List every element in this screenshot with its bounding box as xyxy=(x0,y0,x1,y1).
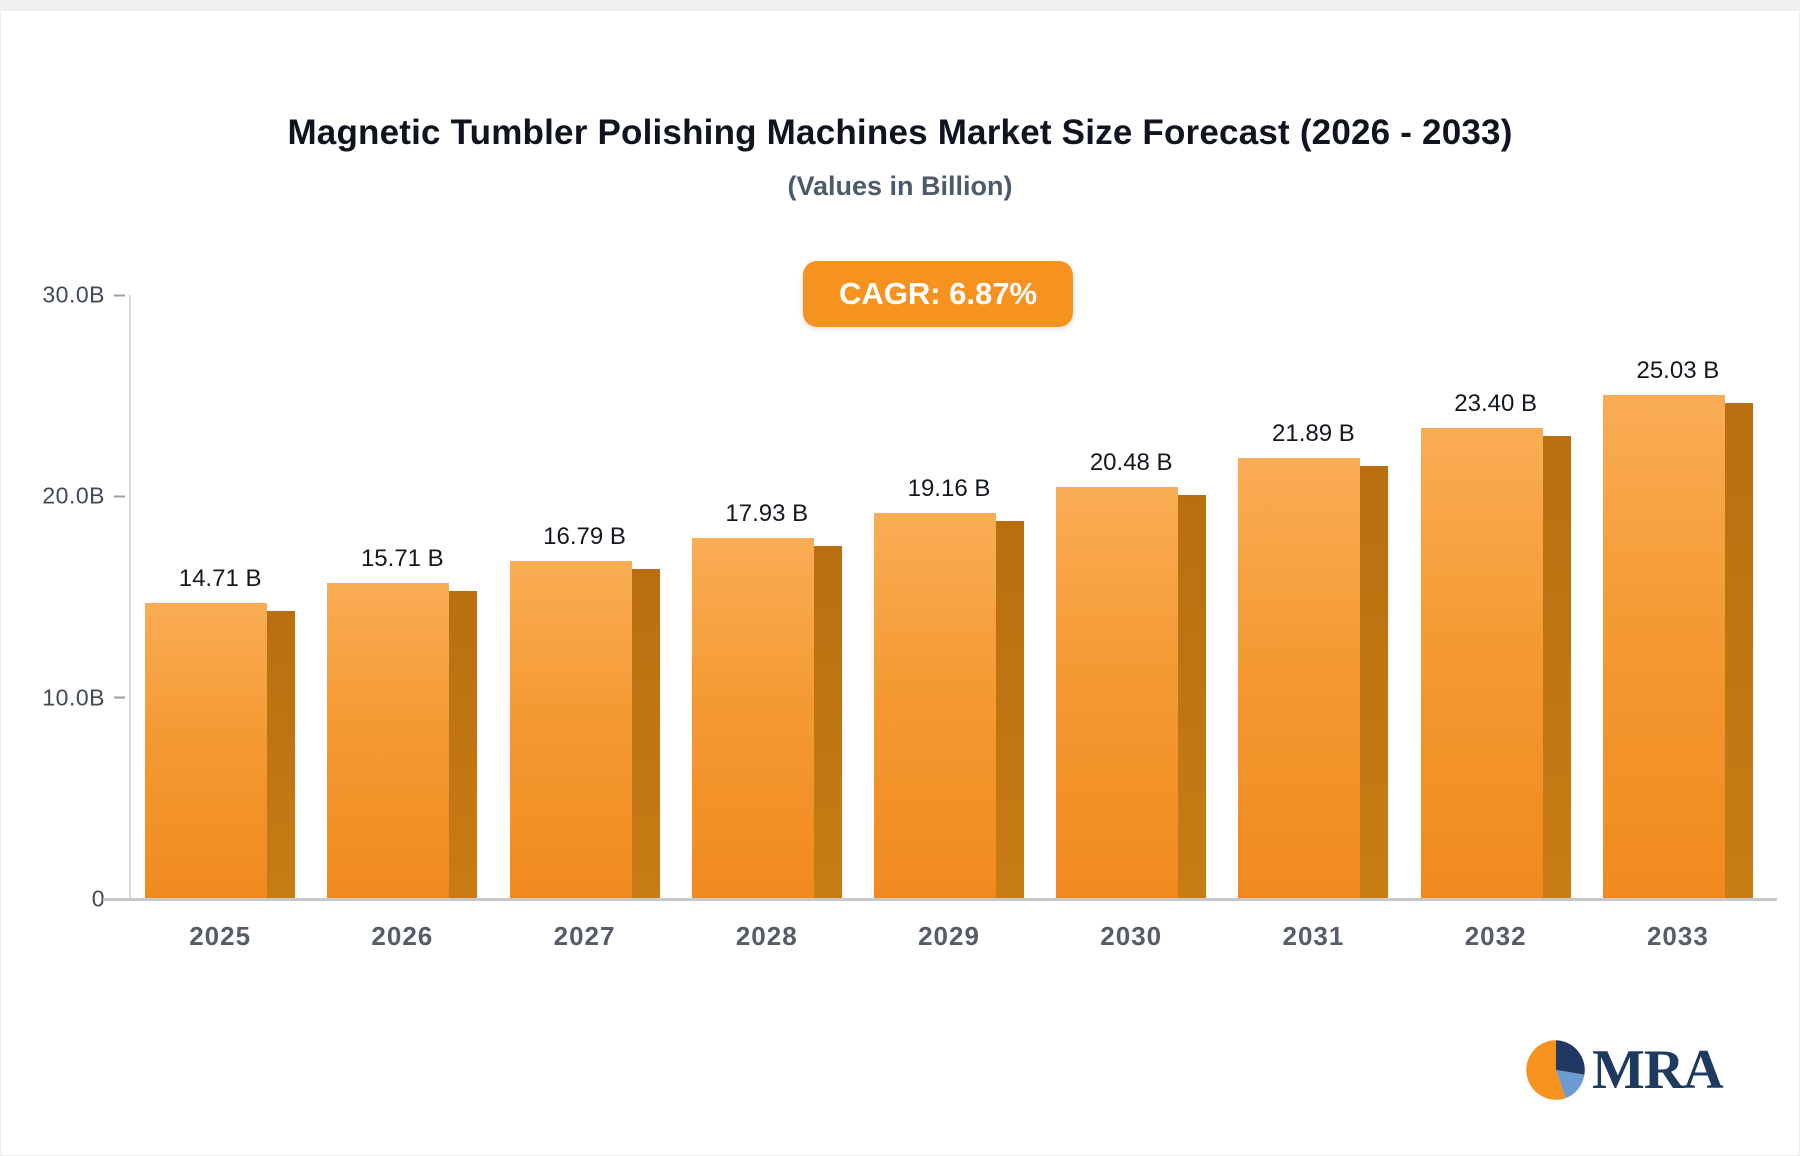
x-axis-label-2030: 2030 xyxy=(1100,921,1163,951)
cagr-badge: CAGR: 6.87% xyxy=(802,261,1074,327)
y-axis-tick: 30.0B xyxy=(42,282,125,309)
plot-area: 14.71 B 15.71 B 16.79 B 17.93 B 19.16 B 20.48… xyxy=(103,295,1777,901)
brand-logo: MRA xyxy=(1525,1039,1724,1101)
bar-front-face xyxy=(1056,487,1179,899)
bar-group: 19.16 B xyxy=(858,295,1040,899)
bar-value-label: 14.71 B xyxy=(178,565,262,592)
bar-value-label: 23.40 B xyxy=(1454,390,1537,417)
y-axis-tick-mark xyxy=(114,294,125,296)
bar-group: 20.48 B xyxy=(1040,295,1222,899)
bar-side-face xyxy=(813,546,842,899)
y-axis-tick-mark xyxy=(114,495,125,498)
y-axis-tick-label: 30.0B xyxy=(42,281,105,308)
chart-title: Magnetic Tumbler Polishing Machines Mark… xyxy=(287,113,1513,152)
bar-front-face xyxy=(873,513,996,899)
bar-2025 xyxy=(145,603,296,899)
bar-side-face xyxy=(1542,436,1571,899)
bar-front-face xyxy=(1238,458,1361,899)
y-axis-line xyxy=(129,295,131,899)
bar-side-face xyxy=(1724,403,1753,899)
y-axis-tick-label: 20.0B xyxy=(42,482,105,509)
bar-group: 16.79 B xyxy=(493,295,675,899)
bar-2031 xyxy=(1238,458,1389,899)
bars-container: 14.71 B 15.71 B 16.79 B 17.93 B 19.16 B 20.48… xyxy=(129,295,1769,899)
bar-side-face xyxy=(1360,466,1389,899)
bar-front-face xyxy=(509,561,632,899)
x-axis-label-2033: 2033 xyxy=(1646,921,1709,951)
y-axis-tick-mark xyxy=(114,696,125,699)
bar-2027 xyxy=(509,561,660,899)
y-axis-tick: 10.0B xyxy=(42,684,125,711)
bar-front-face xyxy=(327,583,450,899)
bar-value-label: 17.93 B xyxy=(725,500,809,527)
bar-value-label: 21.89 B xyxy=(1272,420,1355,447)
bar-side-face xyxy=(631,569,660,899)
bar-group: 23.40 B xyxy=(1405,295,1587,899)
bar-front-face xyxy=(145,603,268,899)
bar-group: 17.93 B xyxy=(676,295,858,899)
y-axis-tick-label: 0 xyxy=(91,885,105,912)
brand-logo-text: MRA xyxy=(1592,1039,1724,1101)
bar-front-face xyxy=(691,538,814,899)
bar-front-face xyxy=(1420,428,1543,899)
bar-value-label: 15.71 B xyxy=(360,545,444,572)
bar-group: 15.71 B xyxy=(311,295,493,899)
y-axis: 30.0B 20.0B 10.0B 0 xyxy=(1,282,129,912)
x-axis-label-2031: 2031 xyxy=(1282,921,1345,951)
y-axis-tick-label: 10.0B xyxy=(42,684,105,711)
x-axis-label-2027: 2027 xyxy=(553,921,616,951)
bar-2030 xyxy=(1056,487,1207,899)
x-axis-label-2026: 2026 xyxy=(371,921,434,951)
bar-2028 xyxy=(691,538,842,899)
pie-circle-icon xyxy=(1526,1040,1585,1100)
bar-group: 25.03 B xyxy=(1587,295,1769,899)
bar-value-label: 16.79 B xyxy=(543,523,626,550)
x-axis-label-2032: 2032 xyxy=(1464,921,1527,951)
x-axis-labels: 2025 2026 2027 2028 2029 2030 2031 2032 2033 xyxy=(129,921,1769,952)
bar-side-face xyxy=(995,521,1024,899)
x-axis-label-2025: 2025 xyxy=(189,921,252,951)
x-axis-line xyxy=(103,898,1777,901)
bar-2029 xyxy=(873,513,1024,899)
bar-value-label: 19.16 B xyxy=(907,475,991,502)
bar-side-face xyxy=(1178,495,1207,899)
bar-value-label: 25.03 B xyxy=(1636,357,1720,384)
bar-group: 14.71 B xyxy=(129,295,311,899)
x-axis-label-2028: 2028 xyxy=(735,921,798,951)
bar-group: 21.89 B xyxy=(1222,295,1404,899)
x-axis-label-2029: 2029 xyxy=(918,921,980,951)
bar-front-face xyxy=(1602,395,1725,899)
bar-value-label: 20.48 B xyxy=(1089,449,1173,476)
bar-side-face xyxy=(267,611,296,899)
y-axis-tick: 20.0B xyxy=(42,483,125,510)
bar-side-face xyxy=(449,591,478,899)
top-border-strip xyxy=(1,1,1799,11)
chart-subtitle: (Values in Billion) xyxy=(787,171,1013,201)
bar-2033 xyxy=(1602,395,1753,899)
bar-2032 xyxy=(1420,428,1571,899)
bar-2026 xyxy=(327,583,478,899)
